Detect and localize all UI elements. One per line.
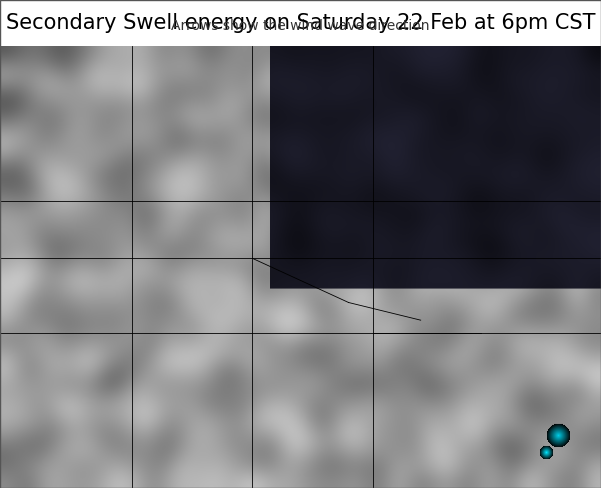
Text: Secondary Swell energy on Saturday 22 Feb at 6pm CST: Secondary Swell energy on Saturday 22 Fe… (6, 13, 595, 33)
Text: Arrows show the wind wave direction: Arrows show the wind wave direction (171, 20, 430, 33)
